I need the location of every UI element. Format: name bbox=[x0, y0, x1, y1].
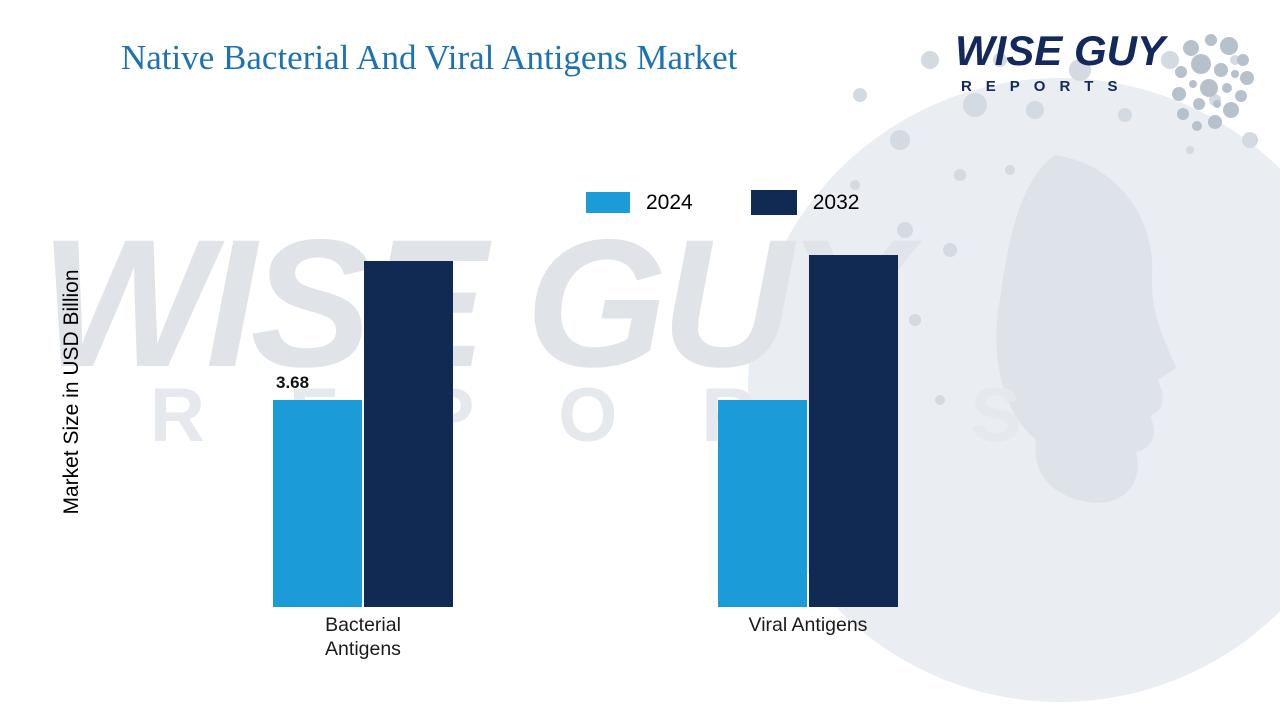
chart-legend: 2024 2032 bbox=[586, 190, 859, 215]
dots-pattern bbox=[850, 51, 1258, 405]
bar-pair bbox=[718, 255, 898, 607]
category-label-bacterial: Bacterial Antigens bbox=[325, 614, 401, 660]
category-label-viral: Viral Antigens bbox=[748, 614, 868, 636]
brand-logo-text: WISE GUY REPORTS bbox=[954, 27, 1165, 96]
brand-subname: REPORTS bbox=[960, 78, 1132, 95]
bar-viral-2032 bbox=[809, 255, 898, 607]
bar-value-label: 3.68 bbox=[276, 373, 310, 392]
watermark-brand-text: WISE GUY bbox=[40, 201, 908, 405]
bar-group-bacterial-antigens: 3.68 Bacterial Antigens bbox=[273, 261, 453, 660]
brand-name: WISE GUY bbox=[954, 27, 1165, 74]
legend-item-2032: 2032 bbox=[750, 190, 860, 215]
legend-swatch-2032 bbox=[750, 190, 797, 215]
brand-logo: WISE GUY REPORTS bbox=[955, 30, 1256, 135]
bar-viral-2024 bbox=[718, 400, 807, 607]
legend-item-2024: 2024 bbox=[586, 191, 693, 215]
legend-swatch-2024 bbox=[586, 192, 630, 213]
chart-title: Native Bacterial And Viral Antigens Mark… bbox=[121, 38, 738, 77]
bar-bacterial-2032 bbox=[364, 261, 453, 607]
legend-label-2032: 2032 bbox=[812, 190, 860, 214]
logo-head-icon bbox=[1172, 34, 1254, 131]
bar-pair: 3.68 bbox=[273, 261, 453, 607]
legend-label-2024: 2024 bbox=[646, 190, 693, 214]
face-profile-shape bbox=[996, 155, 1176, 503]
y-axis-label: Market Size in USD Billion bbox=[60, 269, 83, 515]
bar-group-viral-antigens: Viral Antigens bbox=[718, 255, 898, 636]
bar-bacterial-2024: 3.68 bbox=[273, 373, 362, 607]
